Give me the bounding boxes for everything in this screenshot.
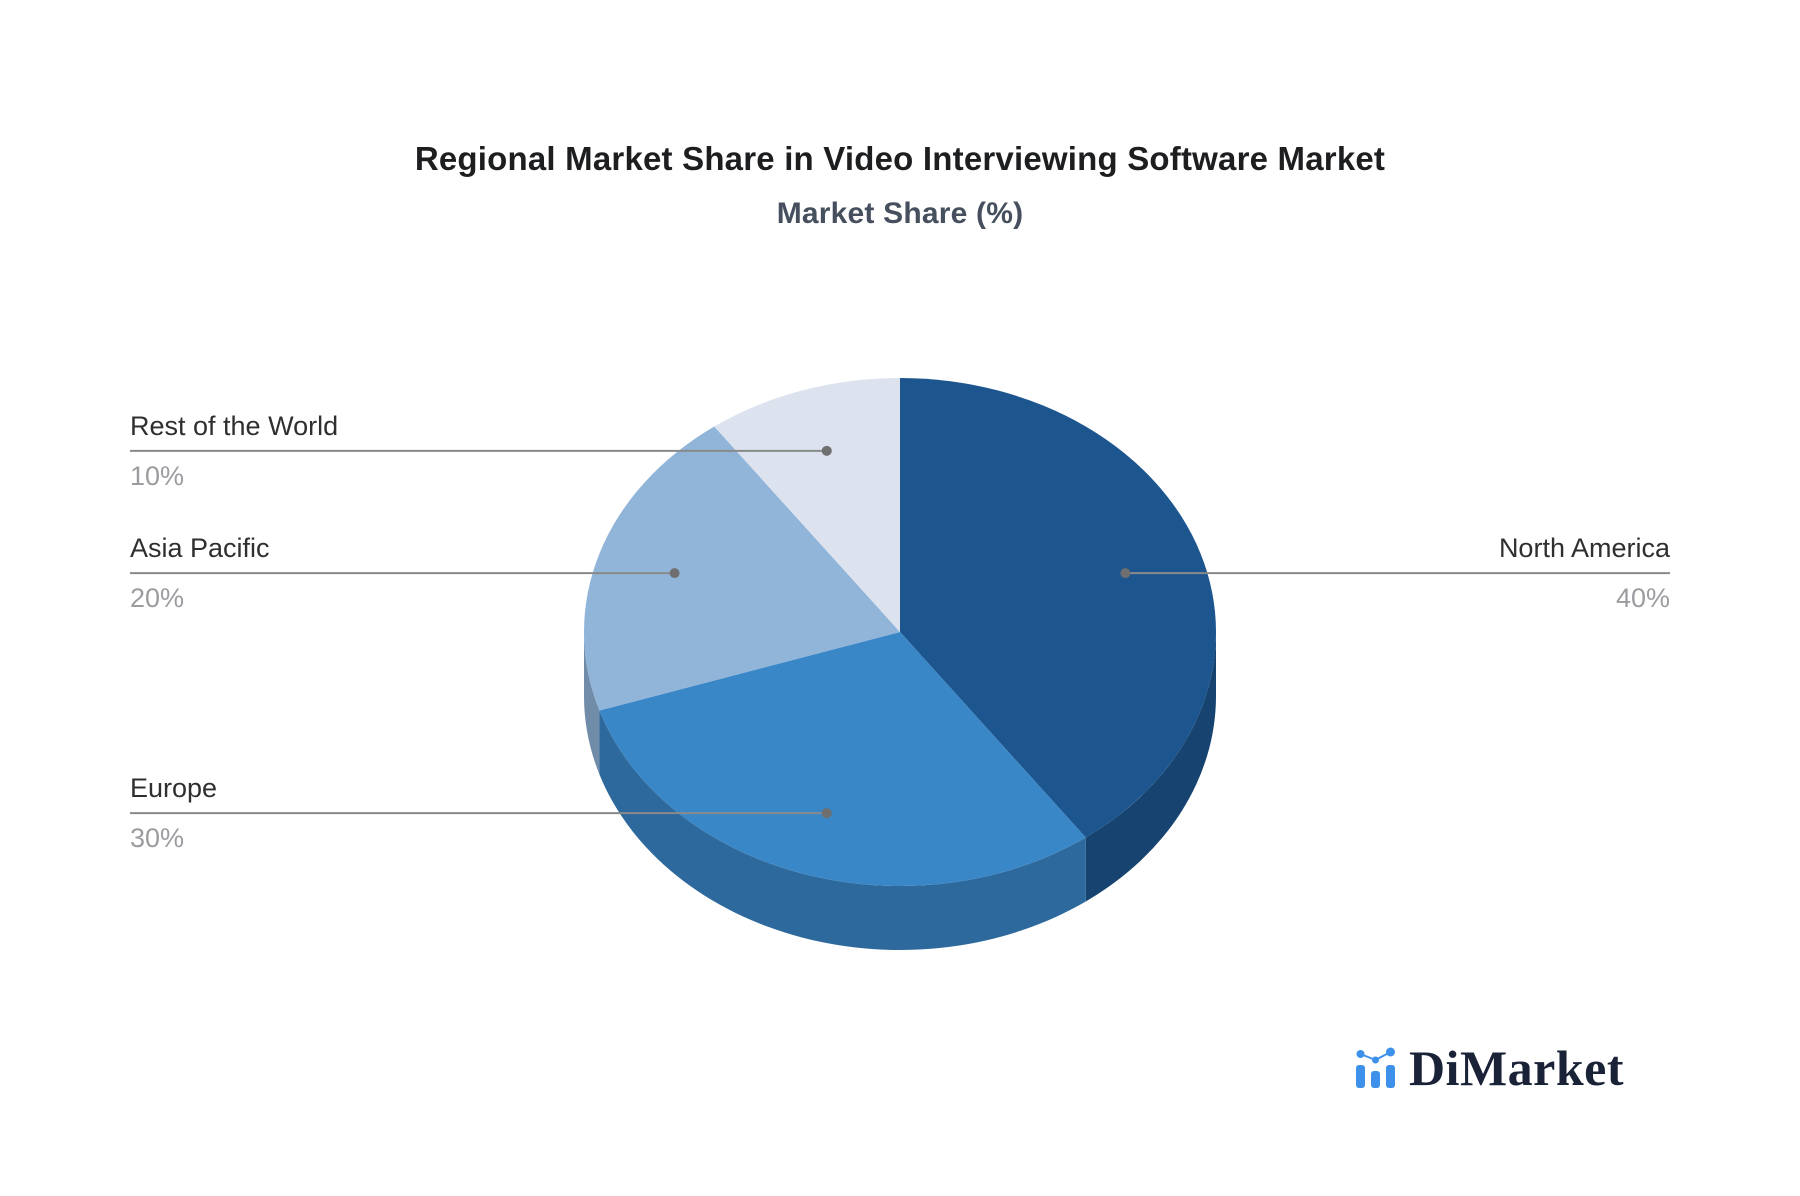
slice-label-name: Rest of the World xyxy=(130,410,339,441)
pie-slice-rest-of-the-world[interactable] xyxy=(714,378,900,632)
slice-label-rest-of-the-world: Rest of the World 10% xyxy=(130,411,338,491)
pie-slice-side-north-america xyxy=(1085,632,1216,902)
leader-dot-europe xyxy=(821,808,832,819)
pie-slice-europe[interactable] xyxy=(599,632,1086,886)
pie-slice-side-europe xyxy=(599,710,1086,950)
leader-dot-asia-pacific xyxy=(669,568,680,579)
pie-slice-north-america[interactable] xyxy=(900,378,1216,838)
slice-label-name: North America xyxy=(1498,533,1670,564)
bar-line-chart-icon xyxy=(1355,1047,1395,1088)
logo: DiMarket xyxy=(1353,1040,1624,1096)
chart-subtitle: Market Share (%) xyxy=(776,197,1024,230)
slice-label-name: Asia Pacific xyxy=(130,533,270,564)
leader-dot-rest-of-the-world xyxy=(821,445,832,456)
slice-label-gap xyxy=(1499,563,1670,583)
slice-label-gap xyxy=(130,563,270,583)
slice-label-europe: Europe 30% xyxy=(130,773,217,853)
slice-label-gap xyxy=(130,441,338,461)
slice-label-pct: 20% xyxy=(130,583,185,614)
slice-label-pct: 30% xyxy=(130,823,185,854)
slice-label-name: Europe xyxy=(130,773,218,804)
leader-dot-north-america xyxy=(1120,568,1131,579)
logo-text: DiMarket xyxy=(1408,1040,1624,1096)
slice-label-gap xyxy=(130,803,217,823)
slice-label-pct: 40% xyxy=(1615,583,1670,614)
pie-slice-asia-pacific[interactable] xyxy=(584,426,900,711)
chart-title: Regional Market Share in Video Interview… xyxy=(414,140,1386,177)
pie-slice-side-asia-pacific xyxy=(584,632,600,775)
slice-label-pct: 10% xyxy=(130,460,185,491)
slice-label-asia-pacific: Asia Pacific 20% xyxy=(130,533,270,613)
slice-label-north-america: North America 40% xyxy=(1499,533,1670,613)
